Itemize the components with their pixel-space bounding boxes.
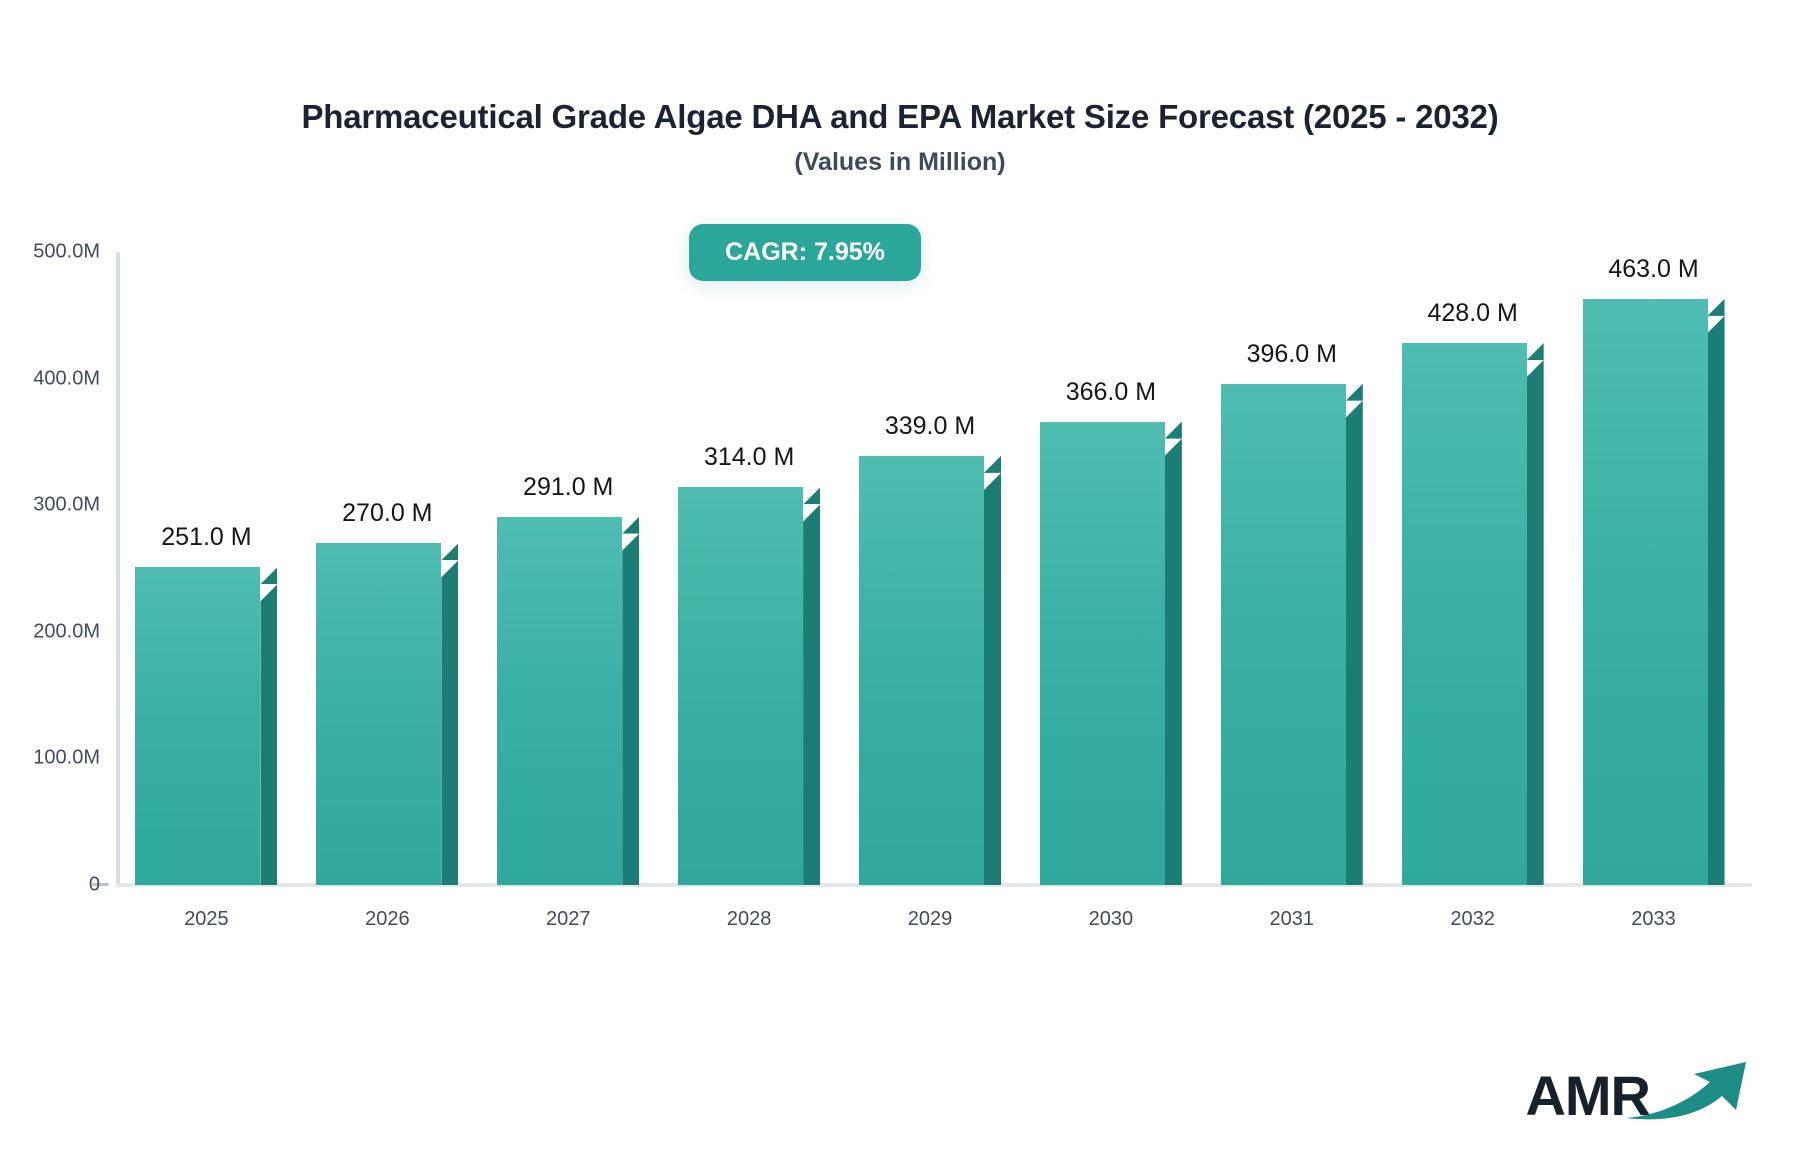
bar-front-face xyxy=(1401,343,1527,885)
bar[interactable] xyxy=(316,543,459,885)
y-axis-line xyxy=(116,252,120,885)
bar-top-face xyxy=(803,487,821,505)
page-subtitle: (Values in Million) xyxy=(794,148,1006,176)
bar-top-face xyxy=(441,543,459,561)
bar-side-face xyxy=(622,533,640,885)
bar-side-face xyxy=(441,560,459,885)
bar[interactable] xyxy=(1039,421,1182,885)
growth-arrow-icon xyxy=(1626,1062,1746,1120)
y-axis-tick-label: 200.0M xyxy=(33,620,100,643)
bar-top-face xyxy=(622,516,640,534)
bar-top-face xyxy=(1164,421,1182,439)
bar-value-label: 314.0 M xyxy=(703,443,795,472)
bar-top-face xyxy=(1707,298,1725,316)
bar[interactable] xyxy=(1582,298,1725,885)
bar[interactable] xyxy=(859,455,1001,885)
y-axis-tick-label: 100.0M xyxy=(33,746,100,769)
bar[interactable] xyxy=(1220,383,1363,885)
bar-side-face xyxy=(1164,438,1182,885)
y-axis-zero-tick xyxy=(92,883,109,886)
x-axis-tick-label: 2026 xyxy=(365,908,410,930)
bar-side-face xyxy=(1707,315,1725,885)
amr-logo-text: AMR xyxy=(1525,1064,1651,1127)
x-axis-tick-label: 2029 xyxy=(907,908,953,930)
bar-front-face xyxy=(1039,421,1165,885)
bar-top-face xyxy=(1345,383,1363,401)
cagr-badge: CAGR: 7.95% xyxy=(689,224,921,281)
cagr-badge-label: CAGR: 7.95% xyxy=(725,238,885,266)
bar-side-face xyxy=(984,472,1001,885)
y-axis-tick-label: 300.0M xyxy=(33,493,100,516)
bar[interactable] xyxy=(497,516,640,885)
bar-side-face xyxy=(260,584,278,885)
y-axis-tick-label: 0 xyxy=(88,873,100,896)
bar[interactable] xyxy=(678,487,821,885)
x-axis-line xyxy=(116,883,1752,887)
x-axis-tick-label: 2031 xyxy=(1269,908,1315,930)
bar-value-label: 270.0 M xyxy=(342,499,433,528)
plot-area xyxy=(116,252,1744,885)
x-axis-tick-label: 2033 xyxy=(1631,908,1676,930)
amr-logo: AMR xyxy=(1525,1052,1754,1124)
bar-top-face xyxy=(260,567,278,585)
bar-front-face xyxy=(497,516,623,885)
bar-front-face xyxy=(1220,383,1346,885)
bar-value-label: 396.0 M xyxy=(1246,339,1337,368)
bar-value-label: 291.0 M xyxy=(523,472,614,501)
bar-front-face xyxy=(316,543,442,885)
x-axis-tick-label: 2032 xyxy=(1450,908,1495,930)
bar-top-face xyxy=(1526,343,1544,361)
bar-value-label: 251.0 M xyxy=(161,523,252,552)
x-axis-tick-label: 2028 xyxy=(726,908,772,930)
bar-value-label: 339.0 M xyxy=(884,411,976,440)
bar-value-label: 366.0 M xyxy=(1065,377,1157,406)
bar-front-face xyxy=(678,487,804,885)
y-axis-tick-label: 500.0M xyxy=(33,240,100,263)
bar-side-face xyxy=(1345,400,1363,885)
x-axis-tick-label: 2030 xyxy=(1088,908,1134,930)
y-axis-tick-label: 400.0M xyxy=(33,367,100,390)
bar-top-face xyxy=(984,455,1001,473)
bar-value-label: 428.0 M xyxy=(1427,299,1518,328)
bar-front-face xyxy=(135,567,261,885)
x-axis-tick-label: 2027 xyxy=(545,908,591,930)
bar-front-face xyxy=(1582,298,1708,885)
bar-side-face xyxy=(803,504,821,885)
bar-front-face xyxy=(859,455,984,885)
bar-value-label: 463.0 M xyxy=(1608,254,1699,283)
y-axis-tick-labels: 0 100.0M 200.0M 300.0M 400.0M 500.0M xyxy=(0,0,100,1156)
bar-side-face xyxy=(1526,360,1544,885)
page-title: Pharmaceutical Grade Algae DHA and EPA M… xyxy=(301,98,1499,135)
bar[interactable] xyxy=(135,567,278,885)
x-axis-tick-label: 2025 xyxy=(184,908,229,930)
bar[interactable] xyxy=(1401,343,1544,885)
